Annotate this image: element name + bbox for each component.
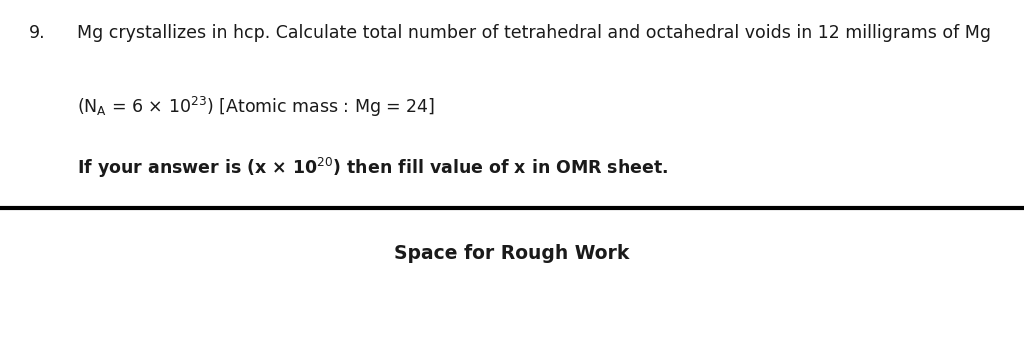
Text: (N$_\mathrm{A}$ = 6 × 10$^{23}$) [Atomic mass : Mg = 24]: (N$_\mathrm{A}$ = 6 × 10$^{23}$) [Atomic… xyxy=(77,95,435,119)
Text: Mg crystallizes in hcp. Calculate total number of tetrahedral and octahedral voi: Mg crystallizes in hcp. Calculate total … xyxy=(77,24,991,42)
Text: If your answer is (x × 10$^{20}$) then fill value of x in OMR sheet.: If your answer is (x × 10$^{20}$) then f… xyxy=(77,156,668,180)
Text: Space for Rough Work: Space for Rough Work xyxy=(394,244,630,263)
Text: 9.: 9. xyxy=(29,24,45,42)
